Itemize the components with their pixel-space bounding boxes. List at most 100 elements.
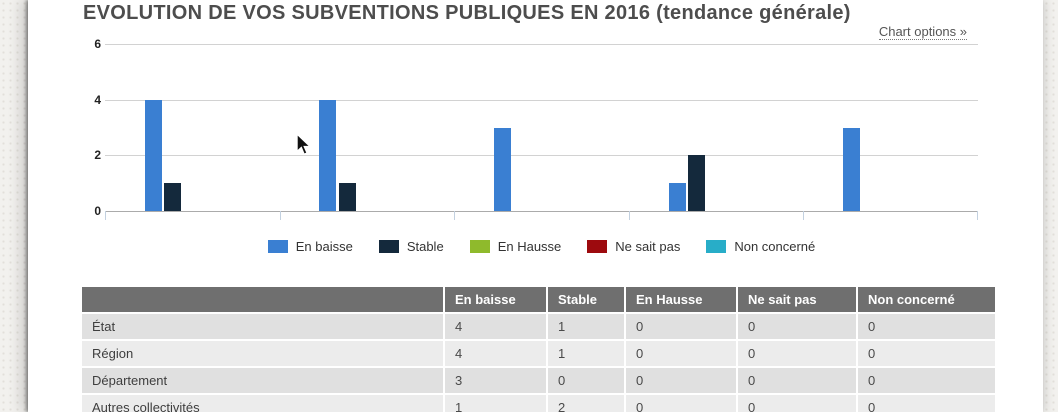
table-header-cell-Stable: Stable <box>546 285 626 314</box>
bar-Stable-Région[interactable] <box>338 183 356 211</box>
bar-slot <box>533 44 550 211</box>
gridline-y-2 <box>105 155 978 157</box>
bar-slot <box>164 44 182 211</box>
x-axis-tick <box>279 211 281 220</box>
bar-slot <box>378 44 395 211</box>
bar-slot <box>708 44 725 211</box>
cell-value: 4 <box>443 339 548 368</box>
chart-legend: En baisse Stable En Hausse Ne sait pas Non c… <box>105 238 978 254</box>
table-header-cell-Ne sait pas: Ne sait pas <box>736 285 858 314</box>
bar-group-État <box>105 44 280 211</box>
gridline-y-6 <box>105 44 978 45</box>
cell-value: 0 <box>624 393 738 412</box>
bar-chart-plot-area: 6 4 2 0 <box>94 37 978 220</box>
bar-slot <box>747 44 764 211</box>
x-axis-tick <box>105 211 106 220</box>
x-axis-tick <box>803 211 805 220</box>
bar-slot <box>513 44 530 211</box>
bar-slot <box>843 44 861 211</box>
gridline-y-4 <box>105 99 978 101</box>
x-axis-tick <box>454 211 456 220</box>
cell-value: 1 <box>443 393 548 412</box>
legend-label: Ne sait pas <box>615 238 681 254</box>
row-label: Département <box>80 366 445 395</box>
bar-slot <box>397 44 414 211</box>
legend-swatch-icon <box>469 239 490 253</box>
cell-value: 0 <box>856 339 997 368</box>
cell-value: 0 <box>624 339 738 368</box>
bar-slot <box>552 44 569 211</box>
bar-slot <box>358 44 375 211</box>
bar-group-Département <box>454 44 629 211</box>
table-row-Autres collectivités: Autres collectivités 1 2 0 0 0 <box>80 393 997 412</box>
y-axis-label-6: 6 <box>94 37 101 51</box>
bar-En baisse-Autres collectivités[interactable] <box>668 183 686 211</box>
table-row-État: État 4 1 0 0 0 <box>80 312 997 341</box>
legend-label: En baisse <box>295 238 353 254</box>
row-label: Autres collectivités <box>80 393 445 412</box>
legend-item-En baisse[interactable]: En baisse <box>267 238 353 254</box>
cell-value: 0 <box>736 366 858 395</box>
bar-slot <box>902 44 919 211</box>
bar-En baisse-Région[interactable] <box>319 99 337 211</box>
bar-slot <box>203 44 220 211</box>
legend-swatch-icon <box>587 239 608 253</box>
row-label: Région <box>80 339 445 368</box>
bar-slot <box>727 44 744 211</box>
table-row-Région: Région 4 1 0 0 0 <box>80 339 997 368</box>
bar-slot <box>338 44 356 211</box>
cell-value: 2 <box>546 393 626 412</box>
cell-value: 1 <box>546 312 626 341</box>
legend-item-Ne sait pas[interactable]: Ne sait pas <box>587 239 680 254</box>
legend-label: Non concerné <box>734 238 816 254</box>
cell-value: 0 <box>856 393 997 412</box>
x-axis-tick <box>977 211 978 220</box>
legend-swatch-icon <box>706 239 727 253</box>
legend-item-Stable[interactable]: Stable <box>378 239 444 254</box>
table-header-cell-Non concerné: Non concerné <box>856 285 997 314</box>
table-header-cell-En Hausse: En Hausse <box>624 285 738 314</box>
bar-slot <box>688 44 706 211</box>
y-axis-label-2: 2 <box>94 148 101 163</box>
bar-slot <box>921 44 938 211</box>
table-header-row: En baisse Stable En Hausse Ne sait pas Non c… <box>80 285 997 314</box>
legend-item-Non concerné[interactable]: Non concerné <box>706 239 815 254</box>
bar-Stable-État[interactable] <box>164 183 182 211</box>
bar-En baisse-Département[interactable] <box>493 127 511 211</box>
cell-value: 4 <box>443 312 548 341</box>
subventions-table: En baisse Stable En Hausse Ne sait pas Non c… <box>80 285 997 412</box>
cell-value: 0 <box>624 312 738 341</box>
bar-En baisse-État[interactable] <box>144 99 162 211</box>
bar-slot <box>668 44 686 211</box>
bar-slot <box>184 44 201 211</box>
bar-En baisse-col-5[interactable] <box>843 127 861 211</box>
cell-value: 0 <box>736 312 858 341</box>
legend-item-En Hausse[interactable]: En Hausse <box>469 239 561 254</box>
bar-group-col-5 <box>803 44 978 211</box>
bar-slot <box>319 44 337 211</box>
bar-group-Région <box>280 44 455 211</box>
bar-Stable-Autres collectivités[interactable] <box>688 155 706 211</box>
y-axis-label-4: 4 <box>94 92 101 107</box>
table-header-cell-blank <box>80 285 445 314</box>
cell-value: 0 <box>736 393 858 412</box>
page-title: EVOLUTION DE VOS SUBVENTIONS PUBLIQUES E… <box>83 2 851 24</box>
bar-slot <box>493 44 511 211</box>
bar-slot <box>144 44 162 211</box>
table-header-cell-En baisse: En baisse <box>443 285 548 314</box>
bar-slot <box>572 44 589 211</box>
bar-slot <box>882 44 899 211</box>
table-row-Département: Département 3 0 0 0 0 <box>80 366 997 395</box>
page-content: EVOLUTION DE VOS SUBVENTIONS PUBLIQUES E… <box>28 0 1043 412</box>
cell-value: 0 <box>546 366 626 395</box>
cell-value: 1 <box>546 339 626 368</box>
cell-value: 0 <box>736 339 858 368</box>
y-axis-label-0: 0 <box>94 204 101 218</box>
chart-options-link[interactable]: Chart options » <box>878 24 967 40</box>
cell-value: 0 <box>624 366 738 395</box>
bar-slot <box>863 44 880 211</box>
row-label: État <box>80 312 445 341</box>
legend-swatch-icon <box>378 239 399 253</box>
cell-value: 0 <box>856 366 997 395</box>
